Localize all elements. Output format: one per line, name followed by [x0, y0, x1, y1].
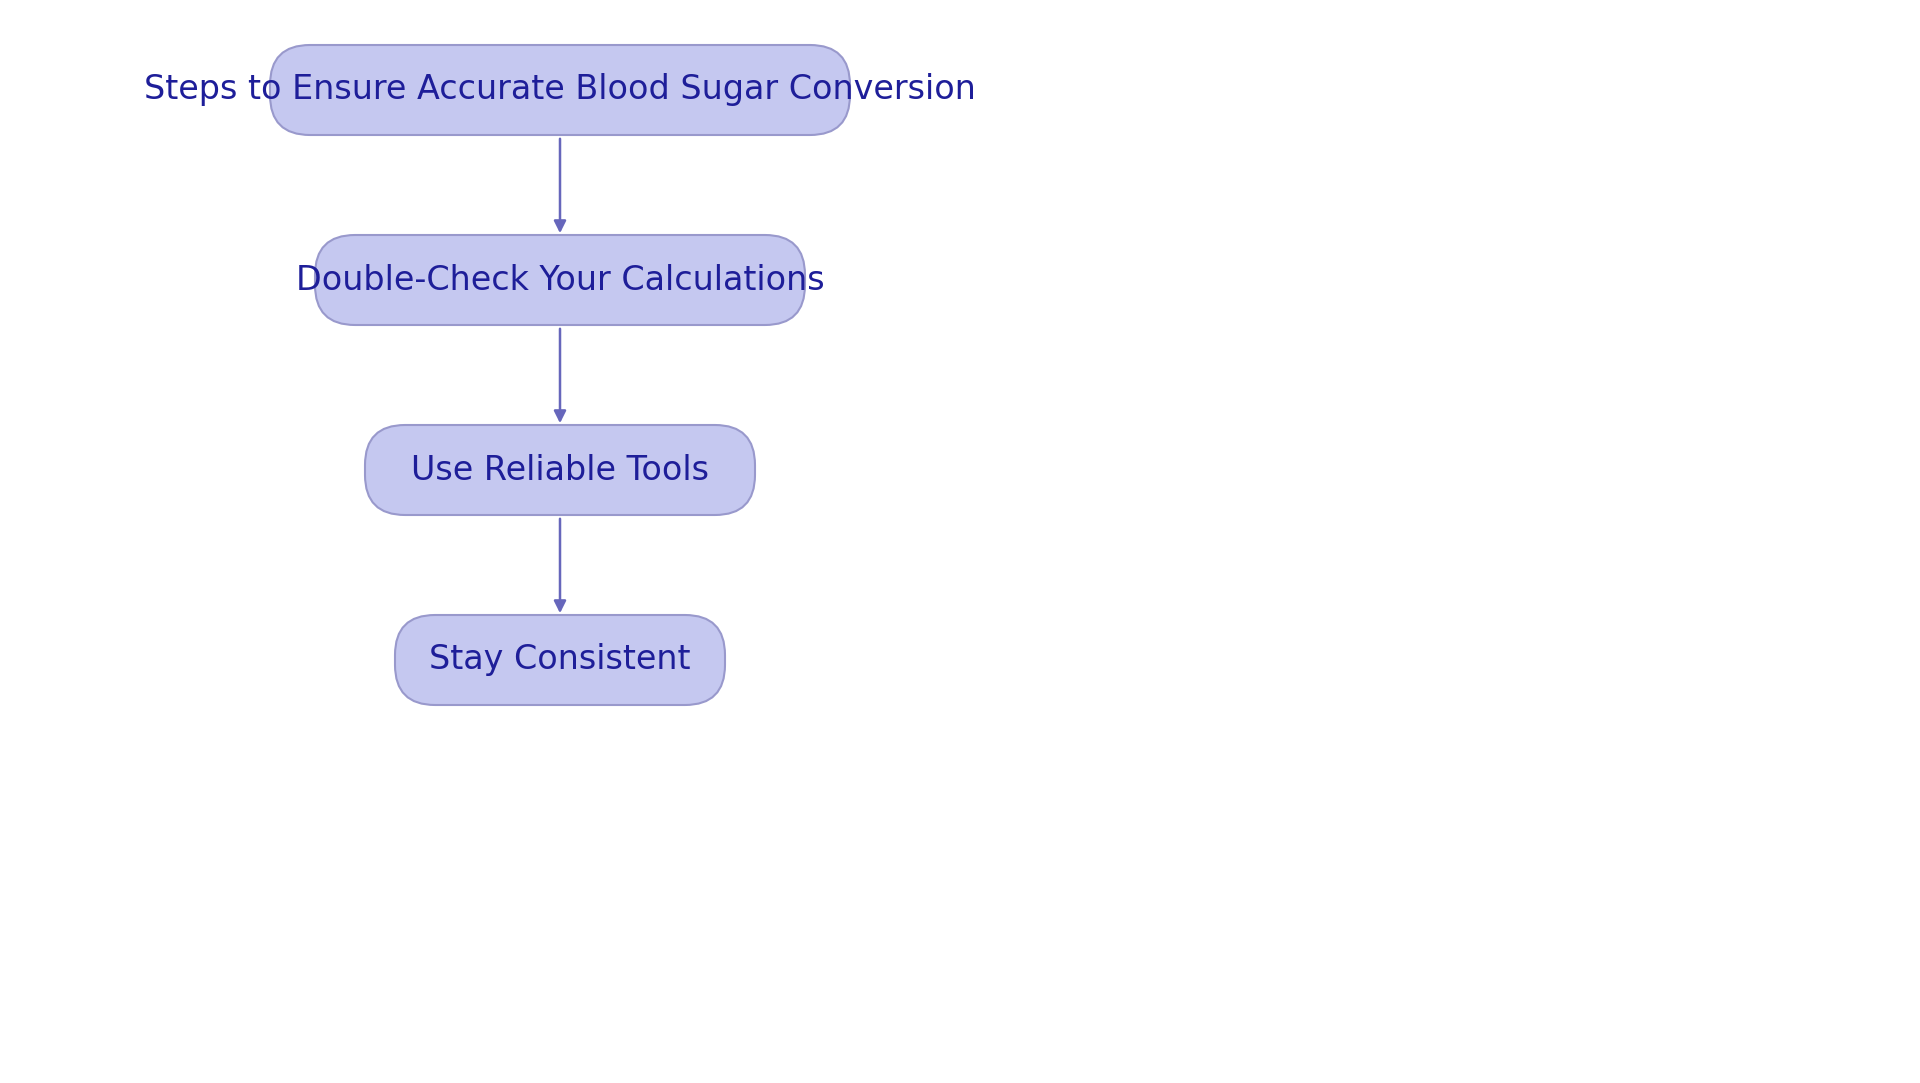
FancyBboxPatch shape — [396, 615, 726, 705]
Text: Stay Consistent: Stay Consistent — [430, 643, 691, 677]
FancyBboxPatch shape — [271, 45, 851, 135]
FancyBboxPatch shape — [365, 425, 755, 516]
Text: Steps to Ensure Accurate Blood Sugar Conversion: Steps to Ensure Accurate Blood Sugar Con… — [144, 74, 975, 106]
FancyBboxPatch shape — [315, 235, 804, 325]
Text: Use Reliable Tools: Use Reliable Tools — [411, 454, 708, 486]
Text: Double-Check Your Calculations: Double-Check Your Calculations — [296, 263, 824, 297]
